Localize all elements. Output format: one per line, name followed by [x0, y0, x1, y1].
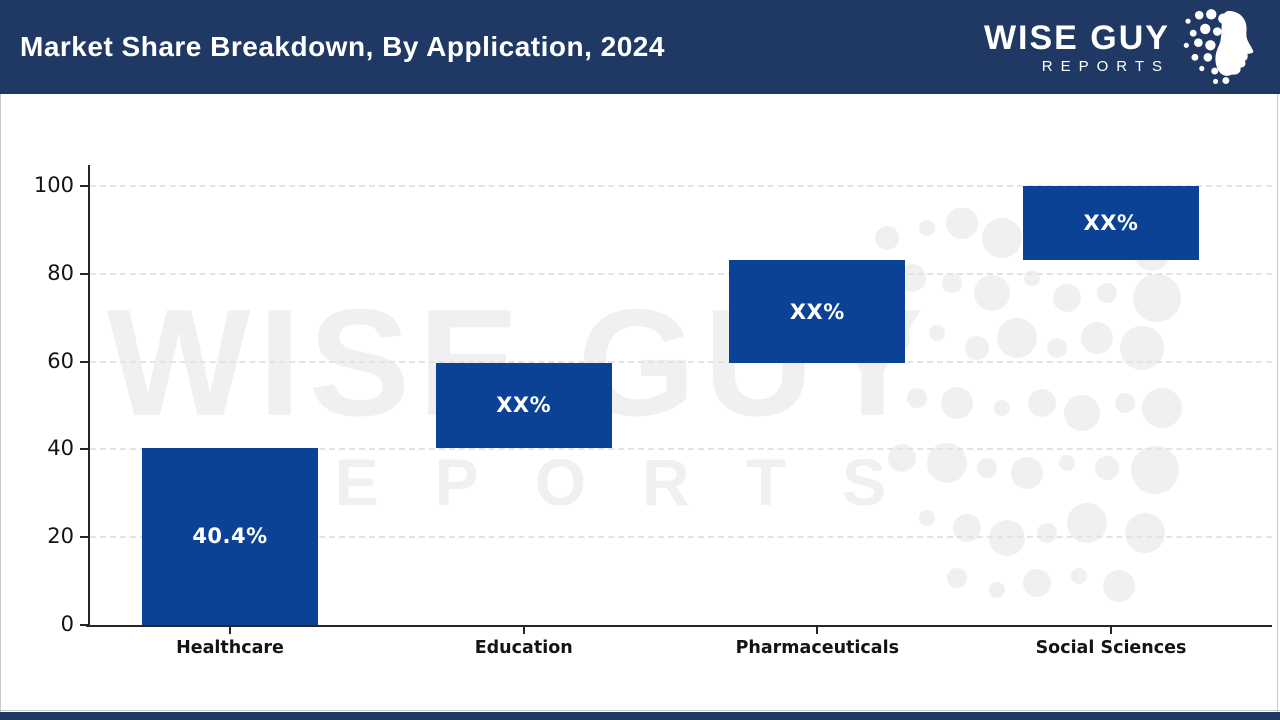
- footer-bar: [0, 712, 1280, 720]
- y-axis-tick: [80, 536, 88, 539]
- bar-segment-pharmaceuticals: XX%: [729, 259, 906, 364]
- header-bar: Market Share Breakdown, By Application, …: [0, 0, 1280, 94]
- gridline: [90, 360, 1272, 363]
- y-tick-label: 20: [47, 524, 74, 549]
- bar-segment-education: XX%: [435, 363, 612, 448]
- y-tick-label: 100: [33, 173, 74, 197]
- x-axis-line: [86, 625, 1272, 627]
- x-axis-tick: [229, 627, 231, 634]
- y-tick-label: 40: [47, 436, 74, 461]
- brand-logo: WISE GUY REPORTS: [984, 7, 1262, 87]
- gridline: [90, 272, 1272, 275]
- gridline: [90, 536, 1272, 539]
- y-axis-tick: [80, 624, 88, 626]
- bottom-border: [0, 710, 1280, 711]
- watermark-reports-text: REPORTS: [231, 445, 943, 519]
- x-axis-tick: [522, 627, 525, 634]
- gridline: [90, 448, 1272, 451]
- gridline: [90, 185, 1272, 187]
- brand-logo-text: WISE GUY REPORTS: [984, 21, 1170, 74]
- x-category-label: Education: [474, 638, 573, 658]
- page-title: Market Share Breakdown, By Application, …: [20, 31, 665, 62]
- y-axis-line: [88, 165, 90, 627]
- brand-name: WISE GUY: [983, 18, 1170, 57]
- watermark-face-icon: [871, 208, 1182, 602]
- y-tick-label: 60: [47, 348, 74, 373]
- bar-segment-healthcare: 40.4%: [142, 447, 318, 625]
- bar-value-label: XX%: [1083, 210, 1139, 235]
- brand-face-icon: [1183, 9, 1254, 84]
- y-tick-label: 0: [60, 612, 74, 636]
- x-axis-tick: [1110, 627, 1112, 634]
- brand-subname: REPORTS: [1041, 57, 1170, 75]
- x-category-label: Social Sciences: [1035, 638, 1187, 658]
- x-category-label: Pharmaceuticals: [735, 638, 900, 658]
- y-axis-tick: [80, 185, 88, 187]
- bar-value-label: XX%: [496, 393, 552, 418]
- bar-segment-social-sciences: XX%: [1023, 186, 1199, 260]
- bar-value-label: XX%: [789, 299, 845, 324]
- bar-value-label: 40.4%: [192, 524, 268, 549]
- y-axis-tick: [80, 272, 88, 275]
- x-category-label: Healthcare: [176, 638, 284, 658]
- x-axis-tick: [816, 627, 819, 634]
- y-axis-tick: [80, 360, 88, 363]
- y-tick-label: 80: [47, 260, 74, 285]
- y-axis-tick: [80, 448, 88, 451]
